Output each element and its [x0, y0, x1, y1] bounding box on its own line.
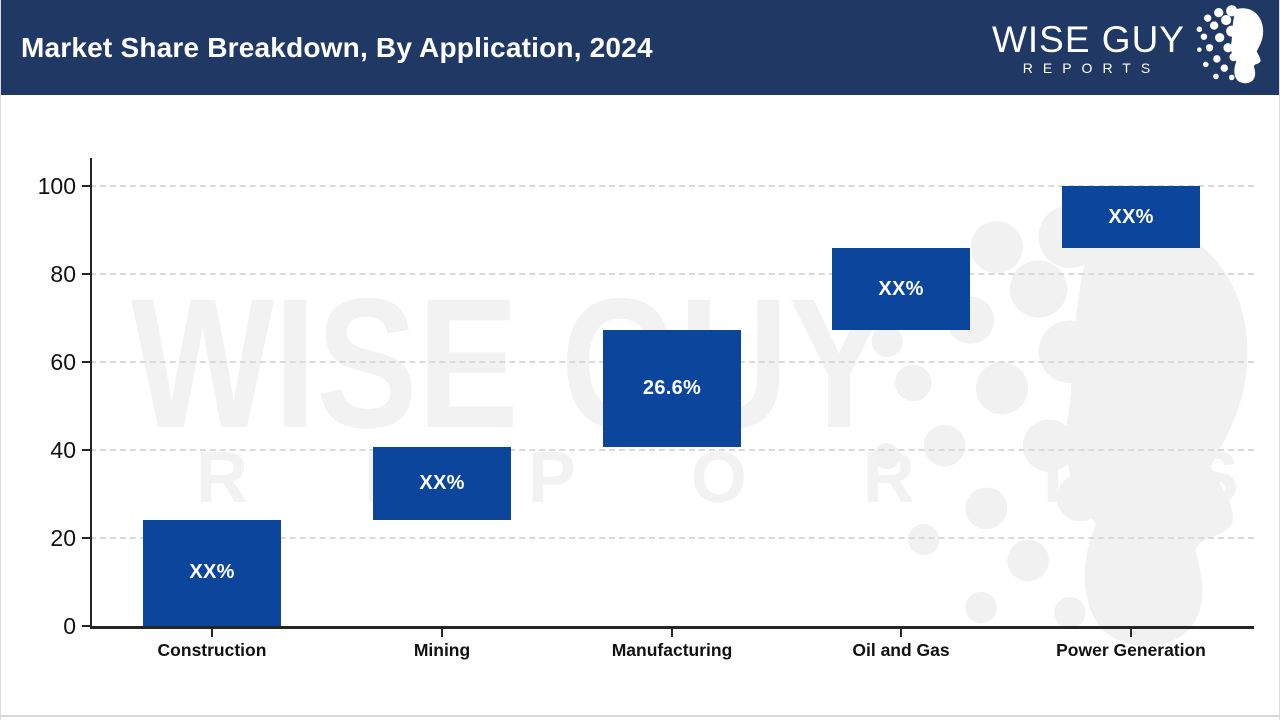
x-tick-mark: [900, 629, 902, 637]
brand-logo-text: WISE GUY REPORTS: [992, 21, 1185, 75]
y-axis: [90, 158, 92, 629]
x-category-label: Manufacturing: [611, 640, 733, 660]
x-category-label: Power Generation: [1056, 640, 1206, 660]
y-tick-label: 0: [63, 613, 76, 639]
bar-power-generation: XX%: [1062, 186, 1200, 249]
bar-manufacturing: 26.6%: [603, 329, 741, 447]
x-tick-mark: [1130, 629, 1132, 637]
brand-name: WISE GUY: [991, 18, 1185, 60]
bar-value-label: XX%: [878, 277, 924, 300]
bar-value-label: XX%: [419, 471, 465, 494]
header: Market Share Breakdown, By Application, …: [1, 0, 1279, 95]
x-tick-mark: [441, 629, 443, 637]
bar-oil-and-gas: XX%: [832, 248, 970, 330]
y-tick-label: 20: [50, 525, 76, 551]
gridline-20: [90, 537, 1254, 539]
y-tick-mark: [82, 449, 90, 451]
x-category-label: Mining: [413, 640, 471, 660]
y-tick-label: 40: [50, 437, 76, 463]
gridline-40: [90, 449, 1254, 451]
watermark-face-icon: [829, 195, 1269, 670]
x-axis: [90, 626, 1254, 629]
gridline-80: [90, 273, 1254, 275]
gridline-100: [90, 185, 1254, 187]
bar-value-label: XX%: [1108, 205, 1154, 228]
page-title: Market Share Breakdown, By Application, …: [21, 31, 653, 63]
watermark-brand-text: WISE GUY: [131, 261, 890, 467]
brand-subname: REPORTS: [1022, 59, 1161, 76]
x-tick-mark: [211, 629, 213, 637]
x-category-label: Construction: [157, 640, 267, 660]
y-tick-label: 100: [37, 173, 76, 199]
y-tick-mark: [82, 361, 90, 363]
bar-value-label: XX%: [189, 561, 235, 584]
y-tick-mark: [82, 537, 90, 539]
y-tick-mark: [82, 625, 90, 627]
bar-construction: XX%: [143, 519, 281, 626]
y-tick-label: 80: [50, 261, 76, 287]
x-category-label: Oil and Gas: [852, 640, 950, 660]
y-tick-label: 60: [50, 349, 76, 375]
brand-logo: WISE GUY REPORTS: [992, 3, 1265, 92]
bar-value-label: 26.6%: [642, 376, 702, 399]
bar-mining: XX%: [373, 446, 511, 520]
bottom-divider: [1, 715, 1279, 717]
y-tick-mark: [82, 185, 90, 187]
y-tick-mark: [82, 273, 90, 275]
x-tick-mark: [671, 629, 673, 637]
logo-face-icon: [1191, 3, 1265, 92]
